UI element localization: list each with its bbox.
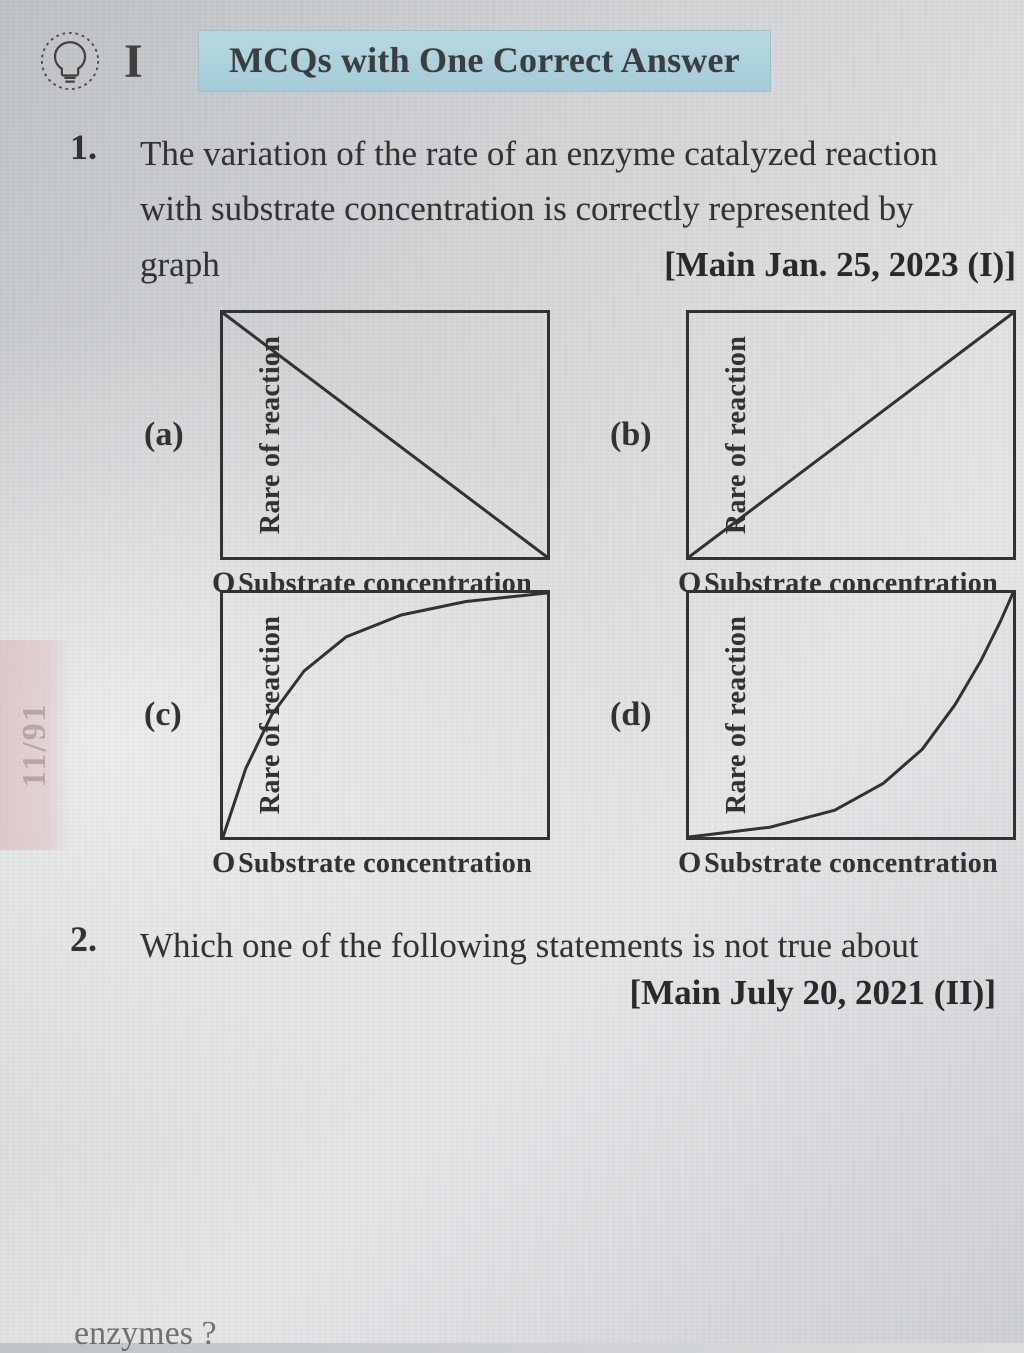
cutoff-word: enzymes ?	[74, 1315, 217, 1353]
q1-options: (a) Rare of reaction O Substrate concent…	[144, 310, 1016, 840]
side-tab: 11/91	[0, 640, 70, 850]
y-axis-label: Rare of reaction	[721, 616, 753, 814]
option-d[interactable]: (d) Rare of reaction O Substrate concent…	[610, 590, 1016, 840]
q1-exam-tag: [Main Jan. 25, 2023 (I)]	[664, 245, 1016, 285]
x-axis-label: O Substrate concentration	[220, 848, 550, 880]
option-label: (d)	[610, 696, 664, 734]
q2-text-line1: Which one of the following statements is…	[140, 918, 996, 973]
question-number: 1.	[70, 126, 114, 840]
question-number: 2.	[70, 918, 114, 1013]
section-title-badge: MCQs with One Correct Answer	[198, 30, 771, 92]
option-c[interactable]: (c) Rare of reaction O Substrate concent…	[144, 590, 550, 840]
x-axis-label: O Substrate concentration	[686, 848, 1016, 880]
q1-text-line3: graph	[140, 237, 220, 292]
origin-label: O	[678, 846, 702, 880]
option-label: (a)	[144, 416, 198, 454]
chart-c: Rare of reaction O Substrate concentrati…	[220, 590, 550, 840]
page: I MCQs with One Correct Answer 1. The va…	[70, 30, 996, 1335]
option-a[interactable]: (a) Rare of reaction O Substrate concent…	[144, 310, 550, 560]
section-header: I MCQs with One Correct Answer	[0, 30, 996, 92]
question-1: 1. The variation of the rate of an enzym…	[70, 126, 996, 840]
option-label: (b)	[610, 416, 664, 454]
option-b[interactable]: (b) Rare of reaction O Substrate concent…	[610, 310, 1016, 560]
y-axis-label: Rare of reaction	[721, 336, 753, 534]
y-axis-label: Rare of reaction	[255, 336, 287, 534]
q1-text-line2: with substrate concentration is correctl…	[140, 181, 1016, 236]
chart-d: Rare of reaction O Substrate concentrati…	[686, 590, 1016, 840]
lightbulb-icon	[40, 31, 100, 91]
side-tab-text: 11/91	[16, 702, 54, 788]
option-label: (c)	[144, 696, 198, 734]
question-2: 2. Which one of the following statements…	[70, 918, 996, 1013]
q1-text-line1: The variation of the rate of an enzyme c…	[140, 126, 1016, 181]
section-roman: I	[124, 34, 174, 89]
chart-b: Rare of reaction O Substrate concentrati…	[686, 310, 1016, 560]
y-axis-label: Rare of reaction	[255, 616, 287, 814]
chart-a: Rare of reaction O Substrate concentrati…	[220, 310, 550, 560]
q2-exam-tag: [Main July 20, 2021 (II)]	[629, 973, 996, 1013]
origin-label: O	[212, 846, 236, 880]
